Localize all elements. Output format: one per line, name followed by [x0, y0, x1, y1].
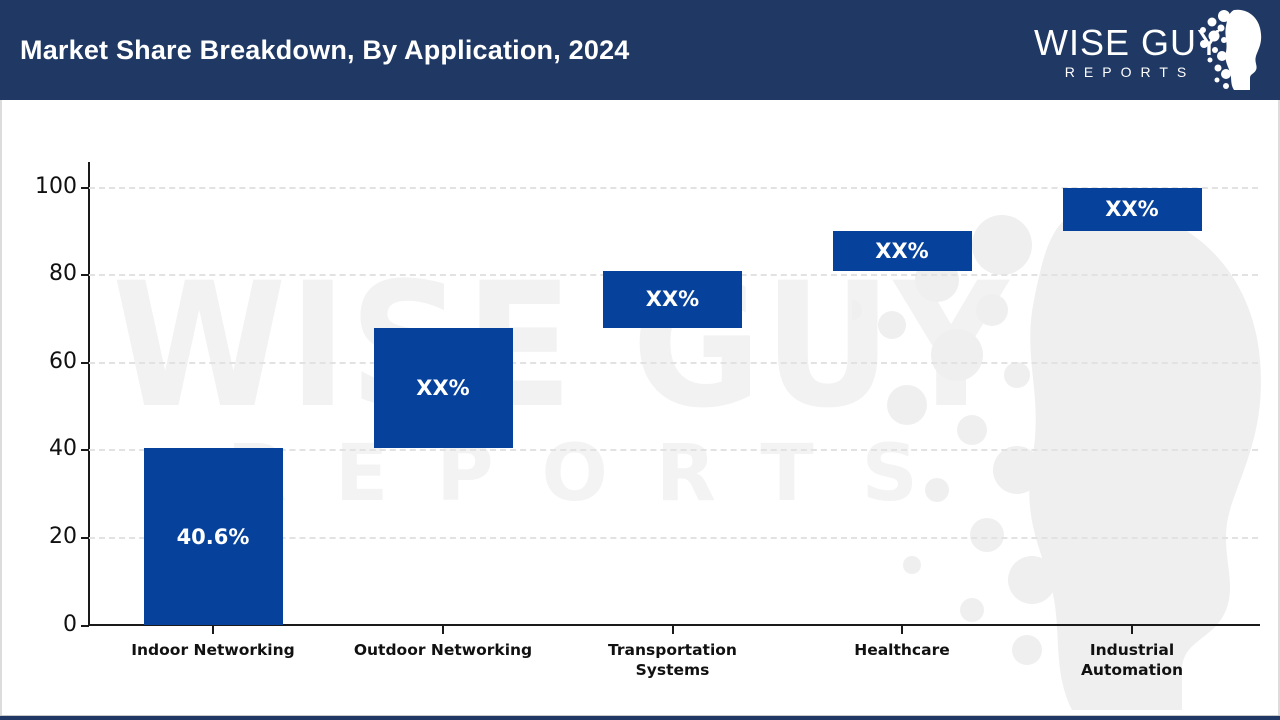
brand-logo-text: WISE GUY REPORTS — [1034, 22, 1223, 81]
header-bar: Market Share Breakdown, By Application, … — [0, 0, 1280, 100]
gridline-100 — [89, 186, 1258, 189]
brand-name: WISE GUY — [1034, 22, 1223, 63]
x-tick-label-0: Indoor Networking — [131, 641, 295, 659]
gridline-40 — [89, 449, 1258, 452]
bar-value-label: 40.6% — [176, 524, 250, 549]
bar-value-label: XX% — [645, 287, 700, 312]
y-tick-60 — [81, 361, 89, 364]
brand-logo: WISE GUY REPORTS — [1012, 8, 1262, 92]
bar-value-label: XX% — [416, 375, 470, 400]
bar-transportation-systems: XX% — [603, 270, 742, 328]
x-tick-label-2: Transportation Systems — [608, 641, 737, 679]
bar-value-label: XX% — [875, 239, 929, 264]
y-axis-line — [88, 162, 90, 626]
y-tick-label-60: 60 — [49, 348, 77, 374]
y-tick-100 — [81, 186, 89, 189]
y-tick-80 — [81, 274, 89, 277]
y-tick-label-0: 0 — [63, 611, 77, 637]
x-tick-label-1: Outdoor Networking — [353, 641, 533, 659]
y-tick-40 — [81, 449, 89, 452]
watermark-subtext: REPORTS — [227, 429, 966, 519]
x-tick-2 — [671, 626, 674, 634]
brand-subname: REPORTS — [1064, 64, 1196, 80]
bar-healthcare: XX% — [832, 231, 972, 271]
y-tick-label-40: 40 — [49, 436, 77, 462]
y-tick-label-20: 20 — [49, 523, 77, 549]
face-profile-icon — [1200, 9, 1262, 90]
gridline-20 — [89, 536, 1258, 539]
y-tick-20 — [81, 536, 89, 539]
page-title: Market Share Breakdown, By Application, … — [20, 34, 630, 65]
bar-indoor-networking: 40.6% — [143, 447, 283, 626]
gridline-60 — [89, 361, 1258, 364]
x-tick-0 — [212, 626, 214, 634]
x-tick-3 — [901, 626, 903, 634]
y-tick-label-80: 80 — [49, 261, 77, 287]
footer-bar — [0, 715, 1280, 720]
y-tick-label-100: 100 — [35, 173, 77, 199]
bar-value-label: XX% — [1105, 197, 1159, 222]
chart-area: WISE GUY REPORTS 0 20 40 60 80 100 40.6% Indoor… — [0, 100, 1280, 715]
bar-outdoor-networking: XX% — [373, 327, 513, 448]
x-tick-4 — [1131, 626, 1133, 634]
x-tick-1 — [442, 626, 444, 634]
watermark-face-icon — [852, 207, 1261, 710]
bar-industrial-automation: XX% — [1062, 187, 1202, 232]
y-tick-0 — [81, 624, 89, 627]
x-axis-line — [88, 624, 1260, 626]
x-tick-label-4: Industrial Automation — [1080, 641, 1184, 679]
x-tick-label-3: Healthcare — [854, 641, 950, 659]
